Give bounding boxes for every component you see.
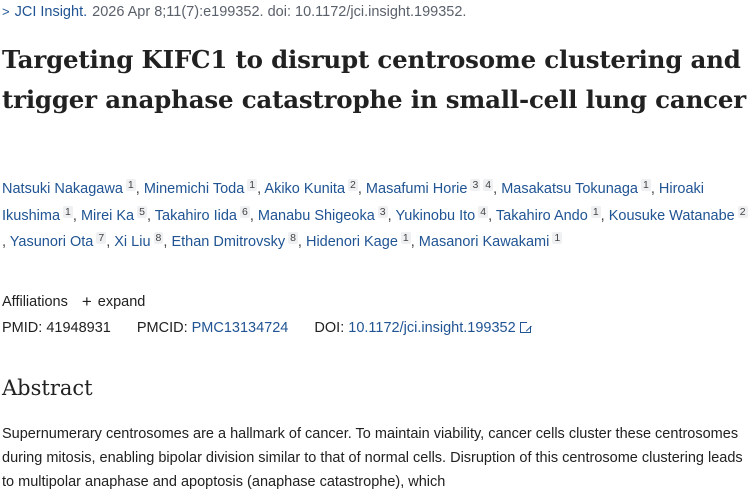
affiliation-number[interactable]: 1 bbox=[63, 205, 73, 218]
affiliation-number[interactable]: 3 bbox=[377, 205, 388, 218]
chevron-right-icon[interactable]: > bbox=[2, 4, 10, 19]
author-item: Yasunori Ota 7 bbox=[9, 232, 107, 250]
author-name-link[interactable]: Yasunori Ota bbox=[9, 234, 94, 250]
author-item: Minemichi Toda 1 bbox=[143, 179, 258, 197]
affiliation-number[interactable]: 1 bbox=[640, 179, 651, 191]
affiliation-number[interactable]: 6 bbox=[239, 205, 250, 218]
affiliations-row: Affiliations + expand bbox=[2, 292, 145, 312]
author-name-link[interactable]: Hidenori Kage bbox=[305, 234, 398, 250]
journal-link[interactable]: JCI Insight. bbox=[14, 4, 88, 20]
affiliation-number[interactable]: 2 bbox=[348, 179, 358, 191]
author-name-link[interactable]: Takahiro Iida bbox=[154, 207, 237, 224]
author-separator: , bbox=[410, 234, 419, 250]
affiliation-number[interactable]: 4 bbox=[483, 179, 494, 191]
pmid-value: 41948931 bbox=[46, 320, 111, 336]
author-item: Ethan Dmitrovsky 8 bbox=[171, 232, 298, 250]
author-name-link[interactable]: Natsuki Nakagawa bbox=[2, 181, 123, 197]
doi-link[interactable]: 10.1172/jci.insight.199352 bbox=[348, 320, 516, 336]
author-name-link[interactable]: Kousuke Watanabe bbox=[608, 207, 735, 224]
doi-label: DOI: bbox=[314, 320, 345, 336]
author-name-link[interactable]: Mirei Ka bbox=[80, 207, 135, 224]
affiliation-number[interactable]: 2 bbox=[737, 205, 748, 218]
affiliation-number[interactable]: 1 bbox=[247, 179, 258, 191]
author-separator: , bbox=[488, 207, 496, 224]
author-name-link[interactable]: Akiko Kunita bbox=[264, 181, 346, 197]
affiliation-number[interactable]: 1 bbox=[400, 232, 411, 244]
author-item: Kousuke Watanabe 2 bbox=[608, 205, 748, 224]
affiliation-number[interactable]: 7 bbox=[96, 232, 107, 244]
author-item: Hiroaki Ikushima 1 bbox=[2, 181, 704, 224]
author-separator: , bbox=[600, 207, 609, 224]
affiliation-number[interactable]: 1 bbox=[125, 179, 136, 191]
author-item: Masakatsu Tokunaga 1 bbox=[501, 179, 651, 197]
author-name-link[interactable]: Xi Liu bbox=[114, 234, 151, 250]
abstract-text: Supernumerary centrosomes are a hallmark… bbox=[2, 426, 743, 490]
author-separator: , bbox=[72, 207, 81, 224]
author-separator: , bbox=[249, 207, 258, 224]
author-separator: , bbox=[297, 234, 306, 250]
author-item: Yukinobu Ito 4 bbox=[395, 205, 489, 224]
affiliation-number[interactable]: 8 bbox=[288, 232, 298, 244]
author-name-link[interactable]: Ethan Dmitrovsky bbox=[171, 234, 286, 250]
author-item: Xi Liu 8 bbox=[114, 232, 164, 250]
author-separator: , bbox=[146, 207, 155, 224]
abstract-heading: Abstract bbox=[2, 376, 93, 400]
author-item: Hidenori Kage 1 bbox=[305, 232, 411, 250]
author-name-link[interactable]: Masakatsu Tokunaga bbox=[501, 181, 638, 197]
author-list: Natsuki Nakagawa 1, Minemichi Toda 1, Akik… bbox=[2, 176, 750, 256]
author-item: Masanori Kawakami 1 bbox=[418, 232, 563, 250]
citation-details: 2026 Apr 8;11(7):e199352. doi: 10.1172/j… bbox=[92, 4, 467, 20]
author-name-link[interactable]: Yukinobu Ito bbox=[395, 207, 476, 224]
author-name-link[interactable]: Takahiro Ando bbox=[495, 207, 588, 224]
author-item: Mirei Ka 5 bbox=[80, 205, 147, 224]
author-separator: , bbox=[257, 181, 265, 197]
author-separator: , bbox=[650, 181, 659, 197]
article-title: Targeting KIFC1 to disrupt centrosome cl… bbox=[2, 45, 746, 114]
affiliation-number[interactable]: 1 bbox=[552, 232, 563, 244]
author-item: Natsuki Nakagawa 1 bbox=[2, 179, 136, 197]
external-link-icon[interactable] bbox=[519, 321, 532, 333]
author-separator: , bbox=[106, 234, 115, 250]
author-item: Takahiro Iida 6 bbox=[154, 205, 250, 224]
pmid-label: PMID: bbox=[2, 320, 43, 336]
affiliation-number[interactable]: 3 bbox=[470, 179, 481, 191]
author-name-link[interactable]: Manabu Shigeoka bbox=[257, 207, 375, 224]
author-separator: , bbox=[2, 234, 10, 250]
author-separator: , bbox=[493, 181, 502, 197]
pmcid-link[interactable]: PMC13134724 bbox=[191, 320, 289, 336]
author-separator: , bbox=[135, 181, 144, 197]
affiliation-number[interactable]: 4 bbox=[478, 205, 489, 218]
citation-line: > JCI Insight. 2026 Apr 8;11(7):e199352. d… bbox=[2, 4, 466, 20]
author-separator: , bbox=[357, 181, 366, 197]
plus-icon[interactable]: + bbox=[81, 292, 92, 311]
affiliation-number[interactable]: 1 bbox=[590, 205, 601, 218]
author-item: Akiko Kunita 2 bbox=[264, 179, 358, 197]
pmcid-label: PMCID: bbox=[136, 320, 188, 336]
author-name-link[interactable]: Hiroaki Ikushima bbox=[2, 181, 705, 224]
article-identifiers: PMID: 41948931 PMCID: PMC13134724 DOI: 1… bbox=[2, 320, 532, 336]
author-separator: , bbox=[387, 207, 396, 224]
author-name-link[interactable]: Masanori Kawakami bbox=[418, 234, 550, 250]
author-item: Masafumi Horie 3 4 bbox=[365, 179, 494, 197]
affiliations-label: Affiliations bbox=[2, 294, 68, 310]
author-name-link[interactable]: Masafumi Horie bbox=[365, 181, 468, 197]
author-name-link[interactable]: Minemichi Toda bbox=[143, 181, 245, 197]
affiliation-number[interactable]: 8 bbox=[153, 232, 164, 244]
affiliations-expand-button[interactable]: expand bbox=[97, 294, 146, 310]
affiliation-number[interactable]: 5 bbox=[137, 205, 147, 218]
author-separator: , bbox=[163, 234, 172, 250]
author-item: Takahiro Ando 1 bbox=[495, 205, 601, 224]
author-item: Manabu Shigeoka 3 bbox=[257, 205, 388, 224]
